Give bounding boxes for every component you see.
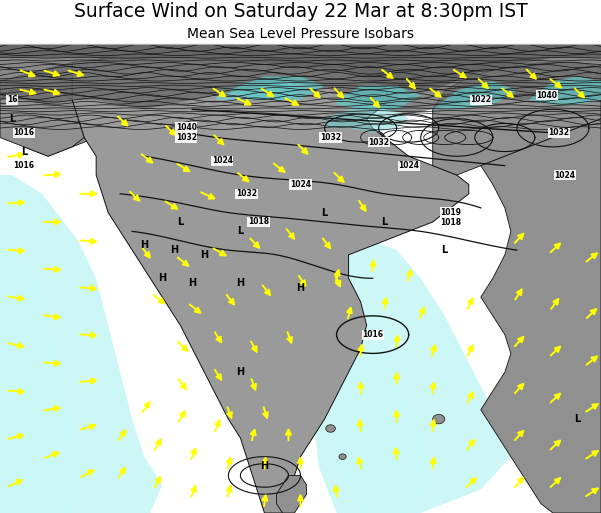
Text: 1018: 1018 (248, 218, 269, 226)
Text: 1022: 1022 (471, 95, 491, 105)
Polygon shape (0, 44, 601, 114)
Polygon shape (331, 302, 433, 513)
Text: 1040
1032: 1040 1032 (176, 123, 197, 143)
Text: H: H (200, 250, 209, 260)
Text: 1024: 1024 (555, 170, 575, 180)
Text: 1032: 1032 (236, 189, 257, 199)
Text: L: L (574, 414, 580, 424)
Text: 1032: 1032 (320, 133, 341, 142)
Polygon shape (0, 175, 162, 513)
Text: 16: 16 (7, 95, 17, 105)
Text: L: L (237, 226, 243, 236)
Polygon shape (481, 119, 601, 513)
Text: H: H (236, 367, 245, 377)
Text: 1016: 1016 (362, 330, 383, 339)
Text: H: H (170, 245, 178, 255)
Text: 1016: 1016 (14, 161, 34, 170)
Polygon shape (0, 86, 84, 156)
Text: 1016: 1016 (14, 128, 34, 137)
Text: H: H (236, 278, 245, 288)
Text: 1024: 1024 (290, 180, 311, 189)
Polygon shape (337, 86, 421, 109)
Polygon shape (325, 105, 409, 133)
Text: L: L (177, 217, 183, 227)
Text: 1024: 1024 (398, 161, 419, 170)
Text: L: L (9, 114, 15, 124)
Text: L: L (322, 208, 328, 218)
Polygon shape (72, 57, 469, 513)
Polygon shape (0, 57, 180, 156)
Text: L: L (21, 147, 27, 156)
Circle shape (339, 454, 346, 460)
Polygon shape (529, 76, 601, 105)
Text: H: H (140, 241, 148, 250)
Polygon shape (228, 76, 325, 100)
Polygon shape (313, 241, 511, 513)
Polygon shape (433, 81, 517, 109)
Circle shape (433, 415, 445, 424)
Text: 1024: 1024 (212, 156, 233, 166)
Text: 1019
1018: 1019 1018 (440, 208, 462, 227)
Text: 1032: 1032 (368, 137, 389, 147)
Polygon shape (0, 44, 601, 90)
Text: L: L (442, 245, 448, 255)
Text: 1040: 1040 (537, 91, 557, 100)
Text: H: H (188, 278, 197, 288)
Text: H: H (158, 273, 166, 283)
Polygon shape (0, 255, 84, 513)
Text: H: H (260, 461, 269, 471)
Polygon shape (276, 476, 307, 513)
Text: Surface Wind on Saturday 22 Mar at 8:30pm IST: Surface Wind on Saturday 22 Mar at 8:30p… (74, 2, 527, 21)
Polygon shape (433, 63, 601, 175)
Text: H: H (296, 283, 305, 293)
Text: L: L (382, 217, 388, 227)
Polygon shape (216, 76, 300, 100)
Text: Mean Sea Level Pressure Isobars: Mean Sea Level Pressure Isobars (187, 27, 414, 41)
Text: 1032: 1032 (549, 128, 569, 137)
Circle shape (326, 425, 335, 432)
